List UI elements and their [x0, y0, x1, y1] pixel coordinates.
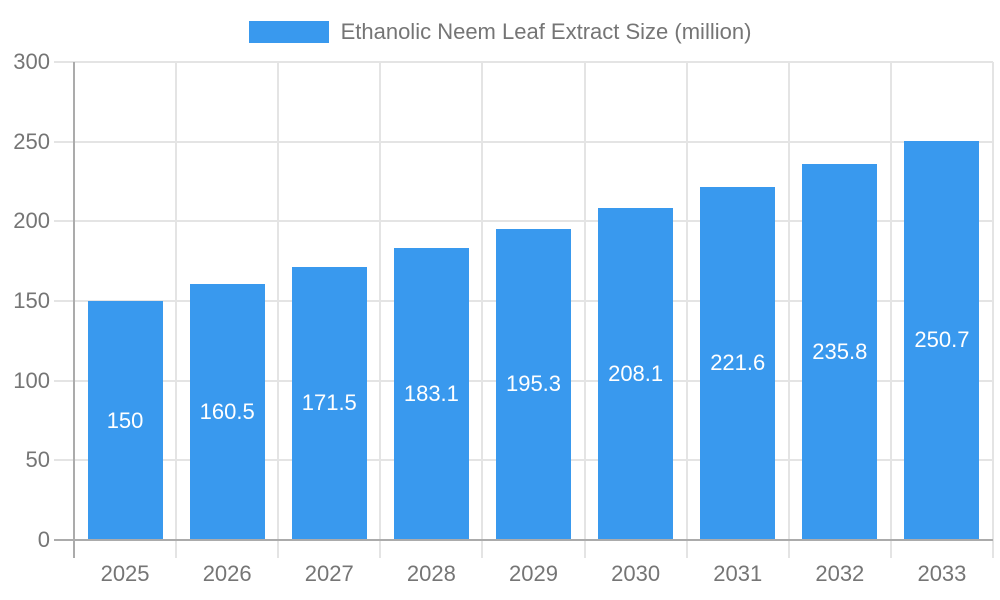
bar-value-label: 250.7 — [914, 327, 970, 353]
x-axis-tick-label: 2029 — [509, 561, 558, 586]
y-axis-line — [73, 62, 75, 558]
bar-value-label: 195.3 — [505, 371, 562, 397]
bar[interactable]: 208.1 — [598, 208, 674, 540]
horizontal-gridline — [54, 140, 993, 143]
bar-value-label: 150 — [106, 407, 144, 433]
x-axis-line — [54, 539, 993, 541]
bar-value-label: 160.5 — [199, 399, 255, 425]
x-axis-tick-label: 2032 — [815, 561, 865, 586]
horizontal-gridline — [54, 220, 993, 223]
legend[interactable]: Ethanolic Neem Leaf Extract Size (millio… — [0, 18, 1000, 46]
vertical-gridline — [787, 62, 790, 558]
x-axis-tick-label: 2031 — [713, 561, 763, 586]
bar[interactable]: 250.7 — [904, 140, 980, 540]
legend-swatch — [248, 21, 329, 43]
y-axis-tick-label: 100 — [13, 367, 50, 393]
bar[interactable]: 183.1 — [393, 248, 469, 540]
vertical-gridline — [992, 62, 994, 558]
x-axis-tick-label: 2030 — [611, 561, 661, 586]
vertical-gridline — [277, 62, 280, 558]
bar-value-label: 183.1 — [403, 381, 459, 407]
y-axis-tick-label: 150 — [13, 288, 50, 313]
vertical-gridline — [889, 62, 892, 558]
x-axis-tick-label: 2026 — [202, 561, 252, 586]
x-axis-tick-label: 2033 — [917, 561, 967, 586]
x-axis-tick-label: 2027 — [304, 561, 354, 586]
bar-value-label: 221.6 — [710, 350, 766, 376]
x-axis-tick-label: 2025 — [100, 561, 150, 586]
y-axis-tick-label: 0 — [37, 527, 50, 552]
bar-value-label: 171.5 — [301, 390, 357, 416]
bar[interactable]: 195.3 — [496, 228, 571, 540]
y-axis-tick-label: 250 — [13, 128, 50, 154]
vertical-gridline — [685, 62, 688, 558]
bar[interactable]: 171.5 — [291, 266, 367, 540]
horizontal-gridline — [54, 61, 993, 63]
vertical-gridline — [583, 62, 586, 558]
y-axis-tick-label: 300 — [13, 49, 50, 74]
vertical-gridline — [379, 62, 382, 558]
bar[interactable]: 221.6 — [700, 186, 776, 540]
bar[interactable]: 160.5 — [189, 284, 265, 540]
legend-label: Ethanolic Neem Leaf Extract Size (millio… — [340, 19, 752, 44]
vertical-gridline — [481, 62, 484, 558]
y-axis-tick-label: 200 — [13, 208, 50, 234]
x-axis-tick-label: 2028 — [406, 561, 456, 586]
y-axis-tick-label: 50 — [25, 447, 50, 473]
vertical-gridline — [175, 62, 178, 558]
bar[interactable]: 235.8 — [802, 164, 878, 540]
bar-value-label: 235.8 — [812, 339, 868, 365]
bar-value-label: 208.1 — [608, 361, 664, 387]
bar[interactable]: 150 — [87, 301, 163, 540]
